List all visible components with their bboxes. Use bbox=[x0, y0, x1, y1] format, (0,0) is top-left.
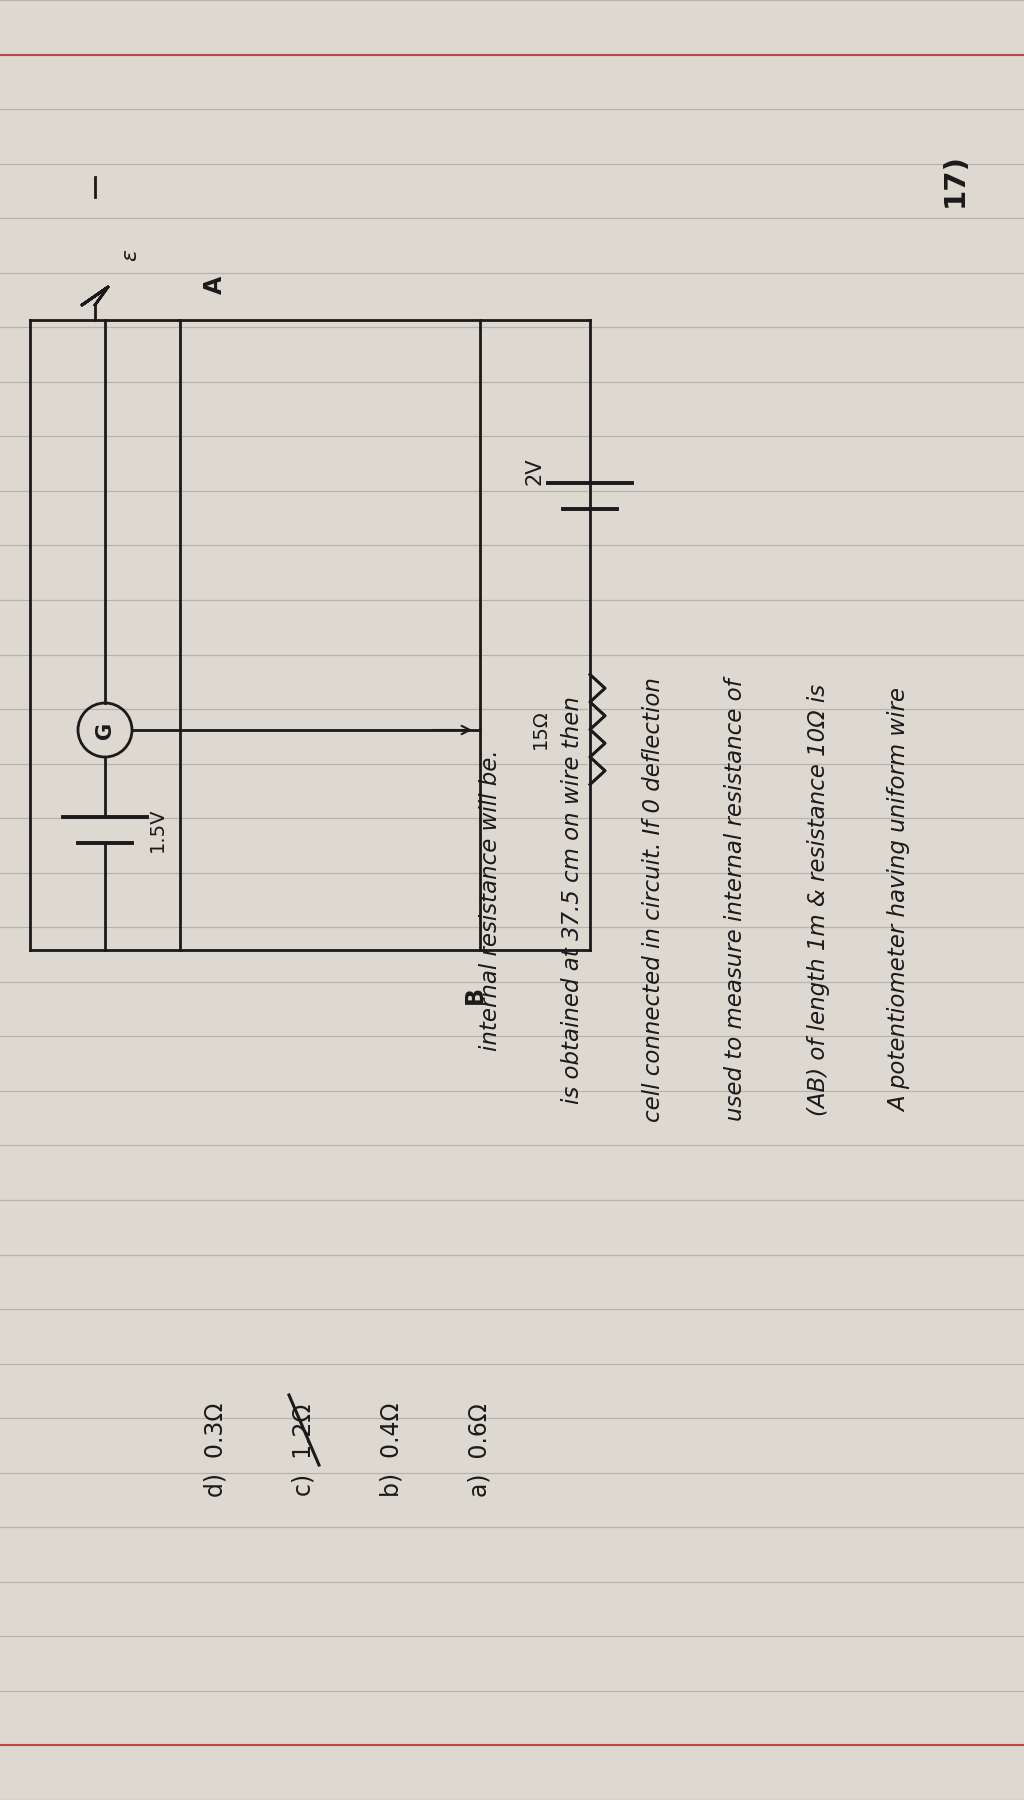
Text: d)  0.3Ω: d) 0.3Ω bbox=[204, 1402, 228, 1498]
Text: cell connected in circuit. If 0 deflection: cell connected in circuit. If 0 deflecti… bbox=[642, 677, 666, 1123]
Text: a)  0.6Ω: a) 0.6Ω bbox=[468, 1402, 492, 1498]
Text: 15Ω: 15Ω bbox=[530, 709, 550, 749]
Text: used to measure internal resistance of: used to measure internal resistance of bbox=[725, 679, 748, 1121]
Text: G: G bbox=[95, 722, 115, 738]
Text: internal resistance will be.: internal resistance will be. bbox=[478, 749, 502, 1051]
Text: b)  0.4Ω: b) 0.4Ω bbox=[380, 1402, 404, 1498]
Text: is obtained at 37.5 cm on wire then: is obtained at 37.5 cm on wire then bbox=[560, 697, 584, 1103]
Text: ε: ε bbox=[120, 248, 140, 261]
Text: 17): 17) bbox=[941, 153, 969, 207]
Text: (AB) of length 1m & resistance 10Ω is: (AB) of length 1m & resistance 10Ω is bbox=[807, 684, 829, 1116]
Text: A potentiometer having uniform wire: A potentiometer having uniform wire bbox=[889, 688, 911, 1112]
Text: A: A bbox=[203, 275, 227, 293]
Text: 1.5V: 1.5V bbox=[147, 808, 167, 851]
Text: c)  1.2Ω: c) 1.2Ω bbox=[292, 1404, 316, 1496]
Text: B: B bbox=[463, 986, 487, 1004]
Text: 2V: 2V bbox=[525, 457, 545, 486]
